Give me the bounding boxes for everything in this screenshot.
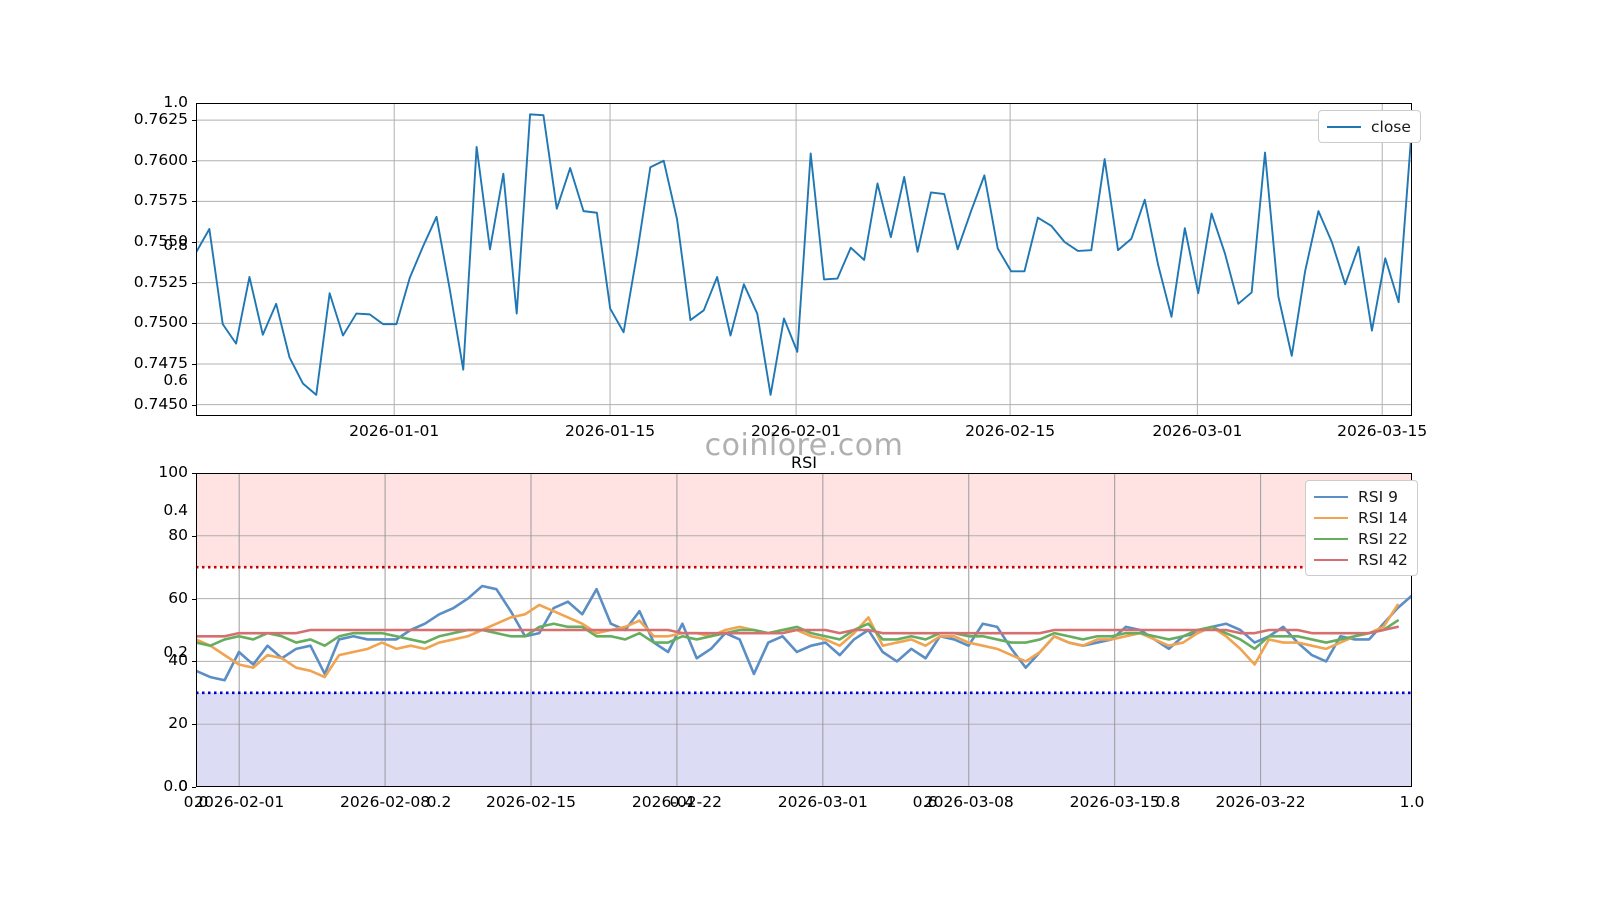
rsi-overlay-x-tick-0.4: 0.4 [669, 793, 695, 811]
price-legend[interactable]: close [1318, 110, 1421, 143]
price-y-tickmark [192, 120, 196, 122]
rsi-y-tick-40: 40 [168, 651, 188, 670]
price-y-tick-0.7625: 0.7625 [133, 110, 188, 129]
price-x-tick-2026-03-01: 2026-03-01 [1152, 422, 1243, 440]
rsi-y-tickmark [192, 661, 196, 663]
price-y-tick-0.7575: 0.7575 [133, 191, 188, 210]
rsi-overlay-x-tick-1.0: 1.0 [1399, 793, 1425, 811]
rsi-y-tickmark [192, 473, 196, 474]
rsi-legend-label: RSI 9 [1358, 487, 1398, 506]
price-axes-frame [196, 103, 1412, 416]
rsi-chart-panel [196, 473, 1412, 787]
price-y-tick-0.7475: 0.7475 [133, 353, 188, 372]
rsi-y-tickmark [192, 724, 196, 726]
price-legend-swatch-icon [1327, 125, 1361, 128]
price-x-tick-2026-03-15: 2026-03-15 [1337, 422, 1428, 440]
rsi-x-tick-2026-03-22: 2026-03-22 [1215, 793, 1306, 811]
rsi-overlay-y-tick-0.2: 0.2 [163, 643, 188, 661]
rsi-legend-swatch-icon [1314, 516, 1348, 519]
rsi-legend-swatch-icon [1314, 495, 1348, 498]
price-y-tickmark [192, 160, 196, 162]
rsi-x-tick-2026-03-01: 2026-03-01 [777, 793, 868, 811]
price-y-tick-0.7600: 0.7600 [133, 150, 188, 169]
price-y-tickmark [192, 242, 196, 244]
rsi-y-tick-60: 60 [168, 588, 188, 607]
rsi-legend-item[interactable]: RSI 9 [1314, 486, 1408, 507]
rsi-legend-swatch-icon [1314, 558, 1348, 561]
rsi-title: RSI [196, 453, 1412, 472]
price-overlay-y-tick-0.8: 0.8 [163, 236, 188, 254]
rsi-y-tick-100: 100 [158, 463, 188, 481]
rsi-x-tick-2026-03-08: 2026-03-08 [923, 793, 1014, 811]
price-y-tickmark [192, 282, 196, 284]
rsi-y-tick-0: 0 [178, 777, 188, 795]
price-x-tick-2026-01-01: 2026-01-01 [349, 422, 440, 440]
rsi-legend-label: RSI 14 [1358, 508, 1408, 527]
rsi-overlay-y-tick-0.4: 0.4 [163, 501, 188, 519]
price-y-tick-0.7450: 0.7450 [133, 394, 188, 413]
price-y-tickmark [192, 323, 196, 325]
rsi-legend-item[interactable]: RSI 42 [1314, 549, 1408, 570]
rsi-x-tick-2026-03-15: 2026-03-15 [1069, 793, 1160, 811]
rsi-overlay-y-tick-0.0: 0.0 [163, 777, 188, 795]
price-x-tick-2026-02-01: 2026-02-01 [751, 422, 842, 440]
price-y-tickmark [192, 404, 196, 406]
price-chart-panel [196, 103, 1412, 416]
rsi-legend-item[interactable]: RSI 14 [1314, 507, 1408, 528]
price-y-tick-0.7550: 0.7550 [133, 232, 188, 251]
rsi-x-tick-2026-02-08: 2026-02-08 [340, 793, 431, 811]
rsi-x-tick-2026-02-15: 2026-02-15 [485, 793, 577, 811]
rsi-y-tick-80: 80 [168, 525, 188, 544]
price-legend-item[interactable]: close [1327, 116, 1411, 137]
rsi-y-tickmark [192, 598, 196, 600]
price-y-tick-0.7525: 0.7525 [133, 272, 188, 291]
price-overlay-y-tick-1.0: 1.0 [163, 93, 188, 111]
rsi-overlay-x-tick-0.2: 0.2 [426, 793, 452, 811]
rsi-overlay-x-tick-0.6: 0.6 [912, 793, 938, 811]
rsi-legend-swatch-icon [1314, 537, 1348, 540]
rsi-overlay-x-tick-0.0: 0.0 [183, 793, 209, 811]
price-y-tickmark [192, 363, 196, 365]
rsi-title-text: RSI [791, 453, 817, 472]
rsi-legend[interactable]: RSI 9 RSI 14 RSI 22 RSI 42 [1305, 480, 1418, 576]
rsi-x-tick-2026-02-01: 2026-02-01 [194, 793, 285, 811]
price-plot-area [196, 103, 1412, 416]
rsi-y-tickmark [192, 787, 196, 788]
rsi-plot-area [196, 473, 1412, 787]
rsi-y-tickmark [192, 535, 196, 537]
rsi-legend-label: RSI 42 [1358, 550, 1408, 569]
price-y-tickmark [192, 201, 196, 203]
rsi-legend-label: RSI 22 [1358, 529, 1408, 548]
price-x-tick-2026-01-15: 2026-01-15 [565, 422, 656, 440]
rsi-legend-item[interactable]: RSI 22 [1314, 528, 1408, 549]
price-legend-label: close [1371, 117, 1411, 136]
price-y-tick-0.7500: 0.7500 [133, 313, 188, 332]
rsi-x-tick-2026-02-22: 2026-02-22 [631, 793, 722, 811]
price-x-tick-2026-02-15: 2026-02-15 [965, 422, 1056, 440]
rsi-axes-frame [196, 473, 1412, 787]
price-overlay-y-tick-0.6: 0.6 [163, 371, 188, 389]
rsi-y-tick-20: 20 [168, 714, 188, 733]
rsi-overlay-x-tick-0.8: 0.8 [1155, 793, 1181, 811]
